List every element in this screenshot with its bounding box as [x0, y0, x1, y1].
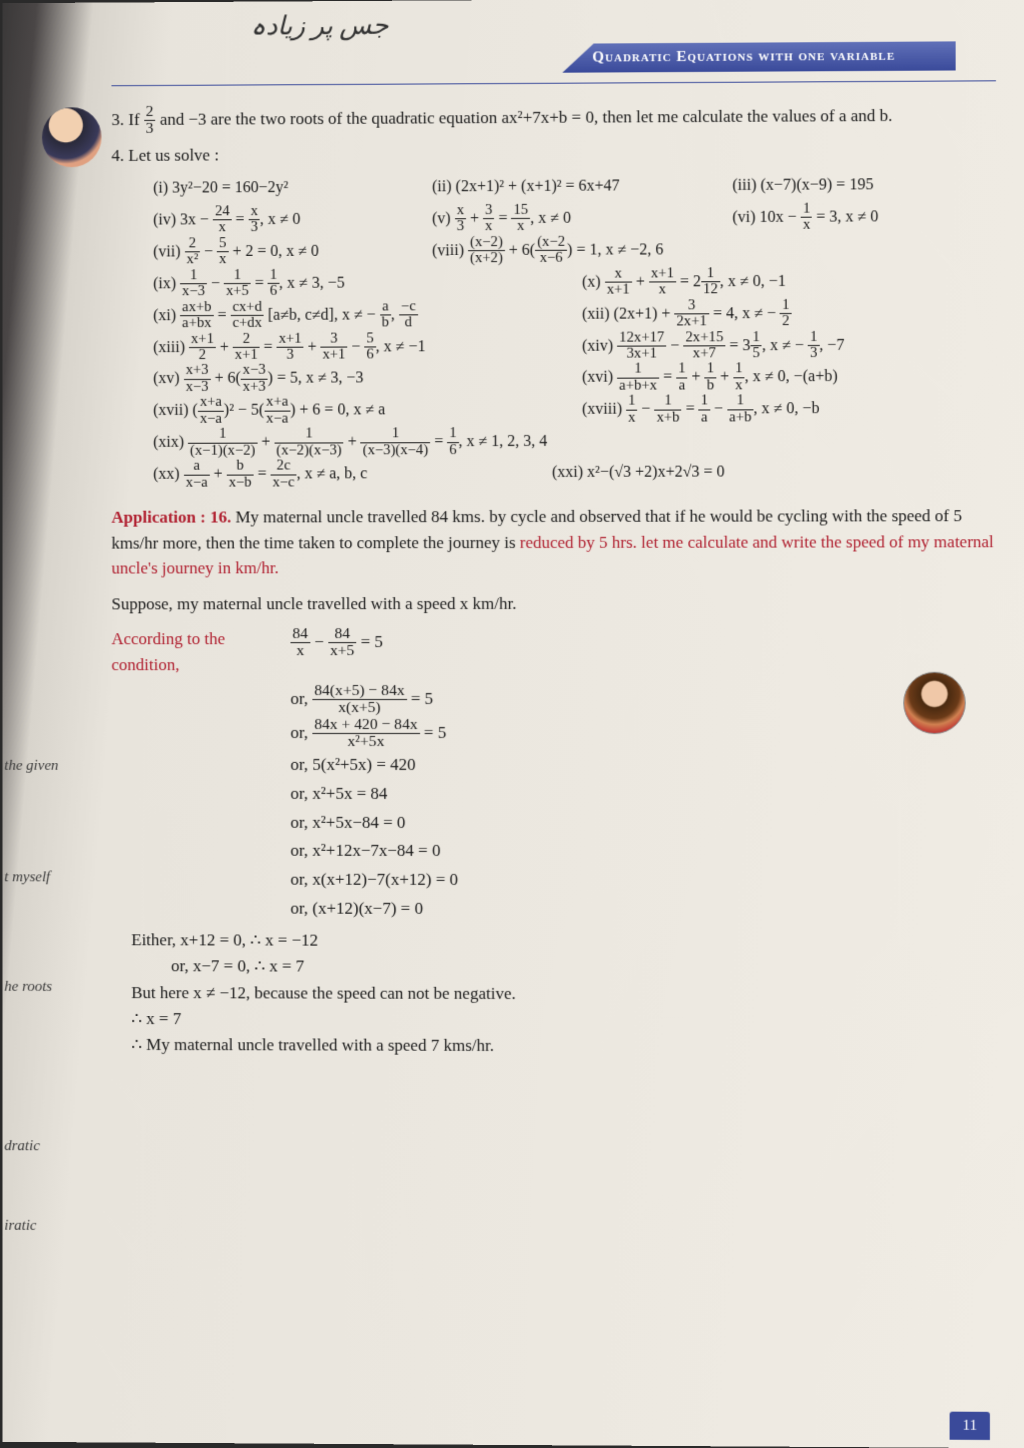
q3-text-b: and −3 are the two roots of the quadrati…	[156, 106, 893, 129]
sub-iii: (iii) (x−7)(x−9) = 195	[732, 170, 996, 202]
sub-xvii: (xvii) (x+ax−a)² − 5(x+ax−a) + 6 = 0, x …	[153, 394, 582, 427]
margin-note-roots: he roots	[4, 979, 52, 996]
sub-xv: (xv) x+3x−3 + 6(x−3x+3) = 5, x ≠ 3, −3	[153, 362, 582, 395]
question-4: 4. Let us solve :	[111, 139, 995, 168]
q3-text-a: If	[128, 110, 143, 129]
sub-xiv: (xiv) 12x+173x+1 − 2x+15x+7 = 315, x ≠ −…	[582, 329, 996, 362]
sub-xvi: (xvi) 1a+b+x = 1a + 1b + 1x, x ≠ 0, −(a+…	[582, 361, 996, 394]
sub-xx: (xx) ax−a + bx−b = 2cx−c, x ≠ a, b, c	[153, 458, 552, 491]
conclude-line: ∴ My maternal uncle travelled with a spe…	[131, 1032, 996, 1061]
step-7: or, x²+12x−7x−84 = 0	[290, 837, 995, 867]
margin-note-myself: t myself	[4, 869, 50, 886]
q3-number: 3.	[111, 110, 124, 129]
condition-row: According to the condition, 84x − 84x+5 …	[111, 626, 995, 678]
suppose-line: Suppose, my maternal uncle travelled wit…	[111, 590, 995, 616]
handwritten-scribble: جس پر زیادہ	[251, 7, 996, 42]
q3-frac: 23	[144, 104, 156, 138]
subquestion-list: (i) 3y²−20 = 160−2y² (ii) (2x+1)² + (x+1…	[153, 170, 996, 491]
application-title: Application : 16.	[111, 508, 235, 527]
sub-xix: (xix) 1(x−1)(x−2) + 1(x−2)(x−3) + 1(x−3)…	[153, 425, 996, 459]
q4-number: 4.	[111, 146, 124, 165]
textbook-page: the given t myself he roots dratic irati…	[2, 0, 1024, 1448]
working-steps: or, 84(x+5) − 84xx(x+5) = 5 or, 84x + 42…	[290, 683, 995, 925]
sub-xviii: (xviii) 1x − 1x+b = 1a − 1a+b, x ≠ 0, −b	[582, 393, 996, 426]
margin-note-dratic: dratic	[4, 1138, 40, 1155]
step-4: or, 5(x²+5x) = 420	[290, 751, 995, 780]
page-content: جس پر زیادہ Quadratic Equations with one…	[111, 7, 995, 1428]
sub-ii: (ii) (2x+1)² + (x+1)² = 6x+47	[432, 171, 732, 203]
step-2: or, 84(x+5) − 84xx(x+5) = 5	[290, 683, 995, 717]
sub-ix: (ix) 1x−3 − 1x+5 = 16, x ≠ 3, −5	[153, 266, 582, 300]
sub-xiii: (xiii) x+12 + 2x+1 = x+13 + 3x+1 − 56, x…	[153, 330, 582, 363]
sub-iv: (iv) 3x − 24x = x3, x ≠ 0	[153, 203, 432, 236]
sub-xxi: (xxi) x²−(√3 +2)x+2√3 = 0	[552, 457, 996, 490]
header-title: Quadratic Equations with one variable	[562, 41, 955, 72]
sub-v: (v) x3 + 3x = 15x, x ≠ 0	[432, 202, 732, 235]
sub-vi: (vi) 10x − 1x = 3, x ≠ 0	[732, 201, 996, 234]
sub-vii: (vii) 2x² − 5x + 2 = 0, x ≠ 0	[153, 235, 432, 268]
or-line: or, x−7 = 0, ∴ x = 7	[171, 954, 996, 982]
therefore-line: ∴ x = 7	[131, 1006, 996, 1035]
according-label: According to the condition,	[111, 626, 290, 677]
but-line: But here x ≠ −12, because the speed can …	[131, 980, 996, 1008]
step-1: 84x − 84x+5 = 5	[290, 626, 382, 677]
step-3: or, 84x + 420 − 84xx²+5x = 5	[290, 717, 995, 751]
header-rule	[111, 80, 995, 86]
question-3: 3. If 23 and −3 are the two roots of the…	[111, 99, 995, 138]
character-avatar-right	[903, 672, 965, 734]
step-5: or, x²+5x = 84	[290, 779, 995, 808]
conclusion-block: Either, x+12 = 0, ∴ x = −12 or, x−7 = 0,…	[131, 927, 996, 1061]
q4-text: Let us solve :	[128, 145, 219, 164]
application-16: Application : 16. My maternal uncle trav…	[111, 503, 995, 581]
margin-note-iratic: iratic	[4, 1218, 36, 1235]
sub-i: (i) 3y²−20 = 160−2y²	[153, 173, 432, 205]
sub-xi: (xi) ax+ba+bx = cx+dc+dx [a≠b, c≠d], x ≠…	[153, 298, 582, 331]
step-6: or, x²+5x−84 = 0	[290, 808, 995, 838]
margin-note-given: the given	[4, 758, 58, 775]
either-line: Either, x+12 = 0, ∴ x = −12	[131, 927, 996, 955]
step-8: or, x(x+12)−7(x+12) = 0	[290, 866, 995, 896]
sub-viii: (viii) (x−2)(x+2) + 6((x−2x−6) = 1, x ≠ …	[432, 233, 996, 267]
page-number: 11	[950, 1412, 990, 1440]
sub-xii: (xii) (2x+1) + 32x+1 = 4, x ≠ − 12	[582, 297, 996, 330]
character-avatar-left	[42, 107, 102, 167]
chapter-header: Quadratic Equations with one variable	[111, 41, 995, 75]
left-margin: the given t myself he roots dratic irati…	[2, 3, 81, 1443]
step-9: or, (x+12)(x−7) = 0	[290, 895, 995, 925]
sub-x: (x) xx+1 + x+1x = 2112, x ≠ 0, −1	[582, 265, 996, 299]
